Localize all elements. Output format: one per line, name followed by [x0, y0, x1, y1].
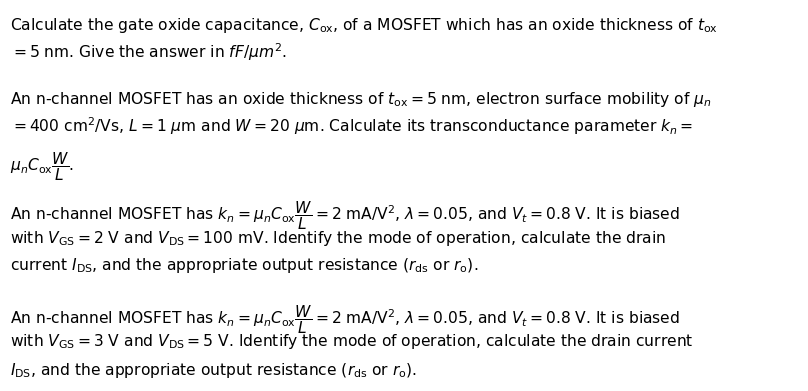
- Text: $= 400$ cm$^2$/Vs, $L = 1\ \mu$m and $W = 20\ \mu$m. Calculate its transconducta: $= 400$ cm$^2$/Vs, $L = 1\ \mu$m and $W …: [10, 115, 693, 137]
- Text: Calculate the gate oxide capacitance, $C_\mathrm{ox}$, of a MOSFET which has an : Calculate the gate oxide capacitance, $C…: [10, 16, 718, 35]
- Text: $= 5$ nm. Give the answer in $\mathit{fF}/\mathit{\mu m}^2$.: $= 5$ nm. Give the answer in $\mathit{fF…: [10, 41, 287, 63]
- Text: with $V_\mathrm{GS} = 3$ V and $V_\mathrm{DS} = 5$ V. Identify the mode of opera: with $V_\mathrm{GS} = 3$ V and $V_\mathr…: [10, 332, 693, 352]
- Text: $\mu_n C_\mathrm{ox}\dfrac{W}{L}.$: $\mu_n C_\mathrm{ox}\dfrac{W}{L}.$: [10, 151, 74, 183]
- Text: $I_\mathrm{DS}$, and the appropriate output resistance ($r_\mathrm{ds}$ or $r_\m: $I_\mathrm{DS}$, and the appropriate out…: [10, 361, 417, 380]
- Text: with $V_\mathrm{GS} = 2$ V and $V_\mathrm{DS} = 100$ mV. Identify the mode of op: with $V_\mathrm{GS} = 2$ V and $V_\mathr…: [10, 229, 666, 248]
- Text: current $I_\mathrm{DS}$, and the appropriate output resistance ($r_\mathrm{ds}$ : current $I_\mathrm{DS}$, and the appropr…: [10, 256, 478, 275]
- Text: An n-channel MOSFET has an oxide thickness of $t_\mathrm{ox} = 5$ nm, electron s: An n-channel MOSFET has an oxide thickne…: [10, 90, 712, 109]
- Text: An n-channel MOSFET has $k_n = \mu_n C_\mathrm{ox}\dfrac{W}{L} = 2$ mA/V$^2$, $\: An n-channel MOSFET has $k_n = \mu_n C_\…: [10, 199, 680, 232]
- Text: An n-channel MOSFET has $k_n = \mu_n C_\mathrm{ox}\dfrac{W}{L} = 2$ mA/V$^2$, $\: An n-channel MOSFET has $k_n = \mu_n C_\…: [10, 303, 680, 336]
